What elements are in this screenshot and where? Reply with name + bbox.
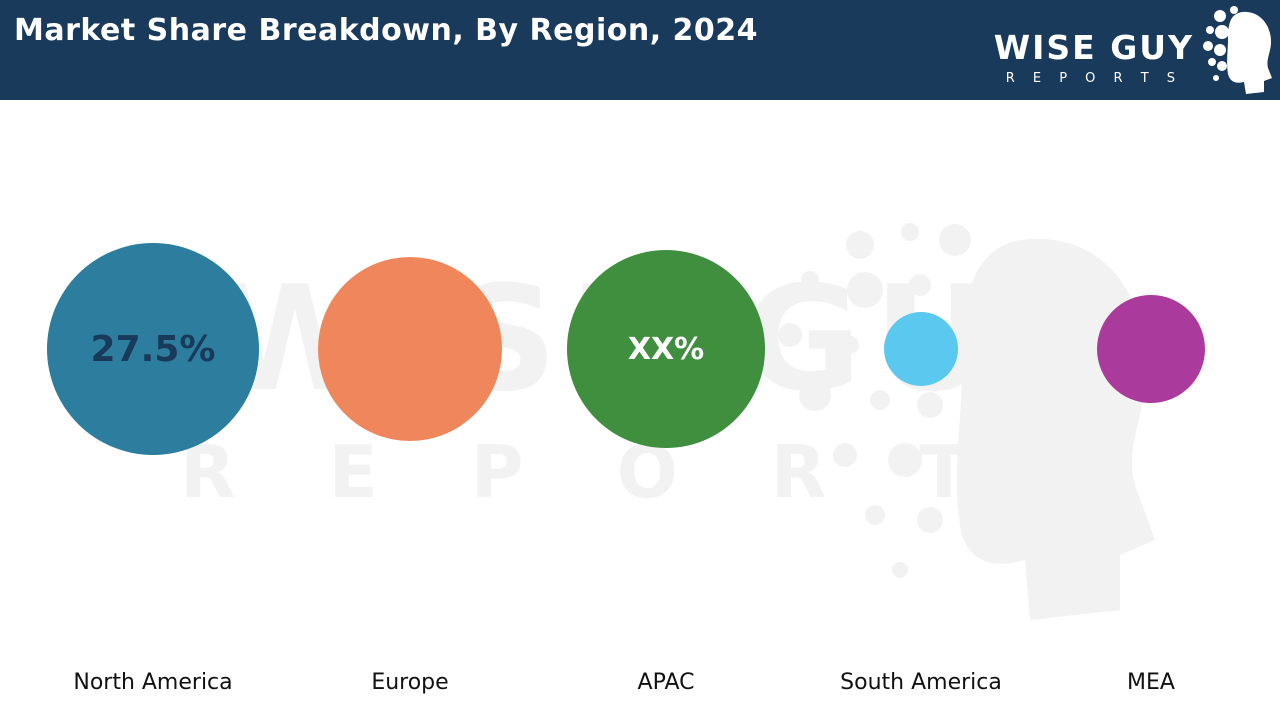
bubble-series: 27.5% North America Europe XX% APAC South Ame… <box>0 100 1280 720</box>
logo-head-icon <box>1203 6 1272 94</box>
category-label-south-america: South America <box>840 670 1002 695</box>
logo-text-line2: R E P O R T S <box>1005 71 1183 86</box>
bubble-europe <box>318 257 502 441</box>
bubble-north-america: 27.5% <box>47 243 259 455</box>
category-label-europe: Europe <box>371 670 449 695</box>
wise-guy-logo: WISE GUY R E P O R T S <box>994 0 1280 100</box>
bubble-south-america <box>884 312 958 386</box>
logo-text-line1: WISE GUY <box>993 28 1194 67</box>
bubble-apac: XX% <box>567 250 765 448</box>
bubble-value-label-apac: XX% <box>627 331 705 367</box>
bubble-mea <box>1097 295 1205 403</box>
bubble-chart: WISE GUY R E P O R T S <box>0 100 1280 720</box>
category-label-mea: MEA <box>1127 670 1175 695</box>
page-title: Market Share Breakdown, By Region, 2024 <box>14 13 759 48</box>
category-label-north-america: North America <box>73 670 233 695</box>
header-bar: Market Share Breakdown, By Region, 2024 … <box>0 0 1280 100</box>
logo-text: WISE GUY R E P O R T S <box>994 28 1194 86</box>
bubble-value-label-north-america: 27.5% <box>90 328 216 370</box>
category-label-apac: APAC <box>637 670 695 695</box>
